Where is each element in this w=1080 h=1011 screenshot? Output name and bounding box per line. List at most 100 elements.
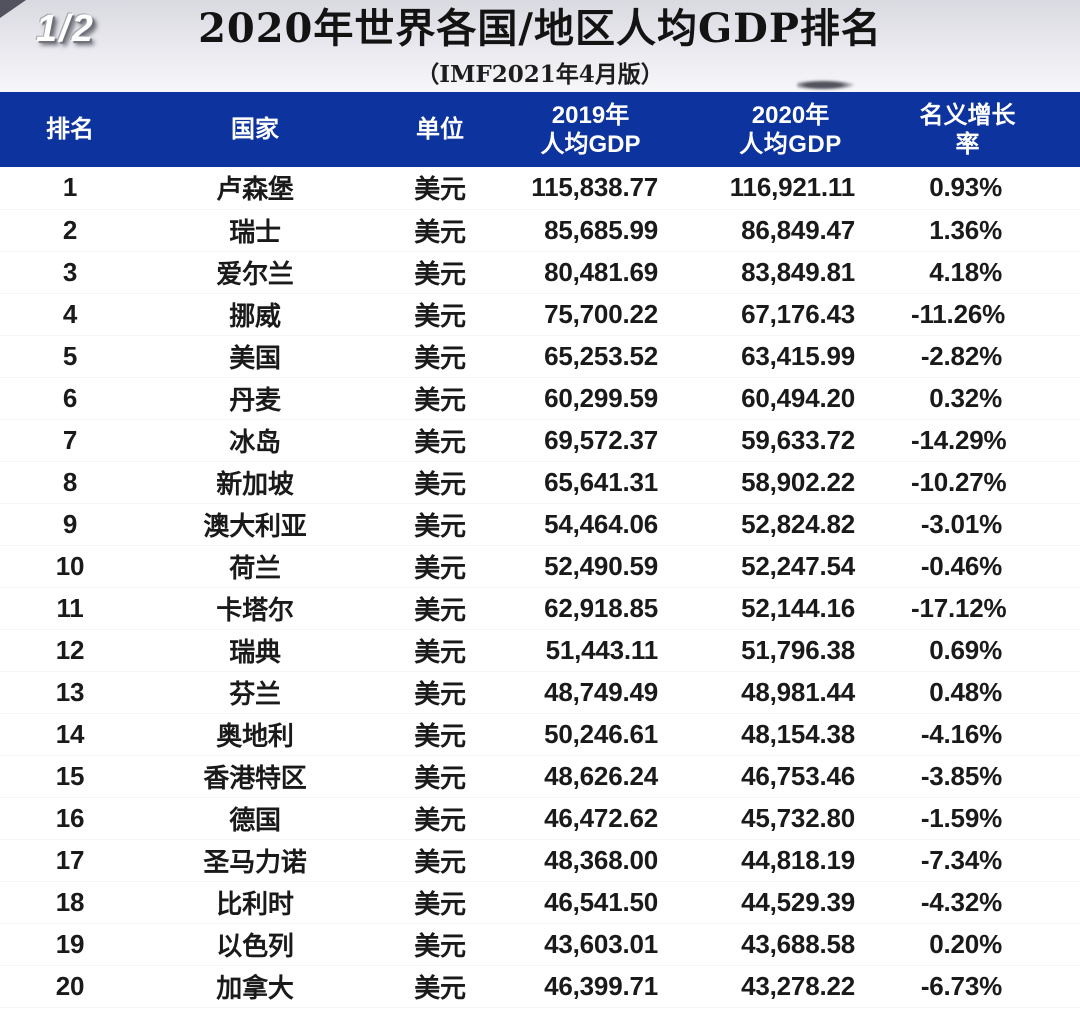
country-cell: 挪威 — [229, 300, 281, 331]
header-gdp-2020: 2020年 人均GDP — [710, 92, 910, 167]
unit-cell: 美元 — [414, 510, 466, 541]
header-unit: 单位 — [416, 116, 464, 143]
gdp2019-cell: 48,626.24 — [544, 760, 658, 791]
table-row: 12 瑞典 美元 51,443.11 51,796.38 0.69% — [0, 629, 1080, 671]
gdp2020-cell: 59,633.72 — [741, 424, 855, 455]
country-cell: 丹麦 — [229, 384, 281, 415]
table-row: 17 圣马力诺 美元 48,368.00 44,818.19 -7.34% — [0, 839, 1080, 881]
country-cell: 奥地利 — [216, 720, 294, 751]
header-gdp-2019: 2019年 人均GDP — [510, 92, 710, 167]
growth-cell: 0.32% — [929, 382, 1002, 413]
unit-cell: 美元 — [414, 258, 466, 289]
country-cell: 加拿大 — [216, 972, 294, 1003]
unit-cell: 美元 — [414, 972, 466, 1003]
gdp2019-cell: 48,368.00 — [544, 844, 658, 875]
unit-cell: 美元 — [414, 762, 466, 793]
gdp2020-cell: 52,144.16 — [741, 592, 855, 623]
country-cell: 美国 — [229, 342, 281, 373]
gdp2020-cell: 52,824.82 — [741, 508, 855, 539]
rank-cell: 11 — [56, 592, 84, 623]
unit-cell: 美元 — [414, 804, 466, 835]
country-cell: 爱尔兰 — [216, 258, 294, 289]
unit-cell: 美元 — [414, 930, 466, 961]
table-row: 1 卢森堡 美元 115,838.77 116,921.11 0.93% — [0, 167, 1080, 209]
growth-cell: 1.36% — [929, 214, 1002, 245]
growth-cell: 0.93% — [929, 172, 1002, 203]
table-row: 13 芬兰 美元 48,749.49 48,981.44 0.48% — [0, 671, 1080, 713]
unit-cell: 美元 — [414, 426, 466, 457]
table-row: 18 比利时 美元 46,541.50 44,529.39 -4.32% — [0, 881, 1080, 923]
table-row: 7 冰岛 美元 69,572.37 59,633.72 -14.29% — [0, 419, 1080, 461]
gdp2019-cell: 50,246.61 — [544, 718, 658, 749]
gdp2019-cell: 52,490.59 — [544, 550, 658, 581]
country-cell: 圣马力诺 — [203, 846, 307, 877]
unit-cell: 美元 — [414, 594, 466, 625]
table-row: 4 挪威 美元 75,700.22 67,176.43 -11.26% — [0, 293, 1080, 335]
table-row: 20 加拿大 美元 46,399.71 43,278.22 -6.73% — [0, 965, 1080, 1007]
gdp2020-cell: 48,154.38 — [741, 718, 855, 749]
gdp2019-cell: 46,541.50 — [544, 886, 658, 917]
table-row: 19 以色列 美元 43,603.01 43,688.58 0.20% — [0, 923, 1080, 965]
country-cell: 卢森堡 — [216, 174, 294, 205]
gdp2020-cell: 45,732.80 — [741, 802, 855, 833]
smudge-artifact — [797, 80, 855, 90]
growth-cell: -10.27% — [911, 466, 1007, 497]
rank-cell: 10 — [55, 550, 85, 581]
unit-cell: 美元 — [414, 468, 466, 499]
page-subtitle: （IMF2021年4月版） — [416, 61, 664, 88]
header-gdp-2019-year: 2019年 — [551, 101, 630, 129]
growth-cell: -3.01% — [920, 508, 1002, 539]
gdp2019-cell: 62,918.85 — [544, 592, 658, 623]
gdp2019-cell: 54,464.06 — [544, 508, 658, 539]
rank-cell: 17 — [55, 844, 85, 875]
gdp2020-cell: 116,921.11 — [729, 172, 855, 203]
table-row: 14 奥地利 美元 50,246.61 48,154.38 -4.16% — [0, 713, 1080, 755]
growth-cell: 4.18% — [929, 256, 1002, 287]
gdp2019-cell: 48,749.49 — [544, 676, 658, 707]
unit-cell: 美元 — [414, 216, 466, 247]
gdp2020-cell: 46,753.46 — [741, 760, 855, 791]
table-row: 9 澳大利亚 美元 54,464.06 52,824.82 -3.01% — [0, 503, 1080, 545]
growth-cell: 0.69% — [929, 634, 1002, 665]
table-row: 16 德国 美元 46,472.62 45,732.80 -1.59% — [0, 797, 1080, 839]
unit-cell: 美元 — [414, 384, 466, 415]
gdp2019-cell: 65,641.31 — [544, 466, 658, 497]
page-title: 2020年世界各国/地区人均GDP排名 — [198, 5, 882, 52]
country-cell: 瑞士 — [229, 216, 281, 247]
country-cell: 香港特区 — [203, 762, 307, 793]
unit-cell: 美元 — [414, 174, 466, 205]
page-indicator: 1/2 — [36, 8, 95, 50]
gdp2020-cell: 60,494.20 — [741, 382, 855, 413]
rank-cell: 20 — [55, 970, 85, 1001]
growth-cell: -17.12% — [911, 592, 1007, 623]
country-cell: 比利时 — [216, 888, 294, 919]
table-row: 6 丹麦 美元 60,299.59 60,494.20 0.32% — [0, 377, 1080, 419]
gdp2019-cell: 75,700.22 — [544, 298, 658, 329]
table-row: 10 荷兰 美元 52,490.59 52,247.54 -0.46% — [0, 545, 1080, 587]
country-cell: 澳大利亚 — [203, 510, 307, 541]
rank-cell: 2 — [62, 214, 78, 245]
gdp2019-cell: 65,253.52 — [544, 340, 658, 371]
rank-cell: 1 — [62, 172, 78, 203]
growth-cell: -7.34% — [920, 844, 1002, 875]
gdp2019-cell: 60,299.59 — [544, 382, 658, 413]
rank-cell: 18 — [55, 886, 85, 917]
gdp2019-cell: 46,399.71 — [544, 970, 658, 1001]
table-body: 1 卢森堡 美元 115,838.77 116,921.11 0.93% 2 瑞士 美元 85,6… — [0, 167, 1080, 1007]
header-gdp-2020-year: 2020年 — [751, 101, 830, 129]
table-row: 3 爱尔兰 美元 80,481.69 83,849.81 4.18% — [0, 251, 1080, 293]
growth-cell: -3.85% — [920, 760, 1002, 791]
rank-cell: 7 — [62, 424, 78, 455]
country-cell: 瑞典 — [229, 636, 281, 667]
unit-cell: 美元 — [414, 720, 466, 751]
rank-cell: 19 — [55, 928, 85, 959]
gdp2019-cell: 46,472.62 — [544, 802, 658, 833]
header-country: 国家 — [231, 116, 279, 143]
rank-cell: 14 — [55, 718, 85, 749]
gdp2020-cell: 63,415.99 — [741, 340, 855, 371]
table-row: 15 香港特区 美元 48,626.24 46,753.46 -3.85% — [0, 755, 1080, 797]
rank-cell: 9 — [62, 508, 78, 539]
rank-cell: 13 — [55, 676, 85, 707]
country-cell: 以色列 — [216, 930, 294, 961]
rank-cell: 8 — [62, 466, 78, 497]
